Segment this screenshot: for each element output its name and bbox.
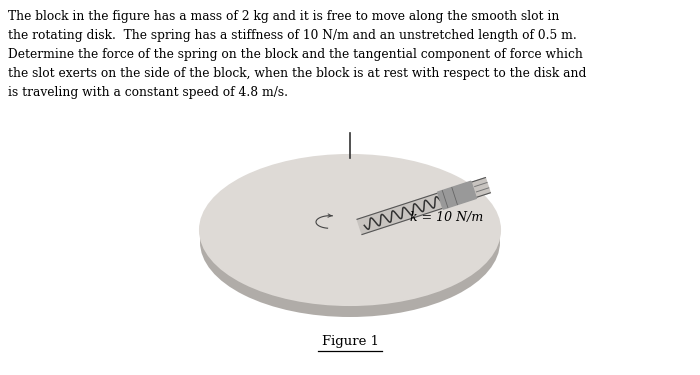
Polygon shape	[438, 181, 477, 209]
Text: Determine the force of the spring on the block and the tangential component of f: Determine the force of the spring on the…	[8, 48, 583, 61]
Polygon shape	[357, 178, 491, 234]
Text: the slot exerts on the side of the block, when the block is at rest with respect: the slot exerts on the side of the block…	[8, 67, 587, 80]
Text: is traveling with a constant speed of 4.8 m/s.: is traveling with a constant speed of 4.…	[8, 86, 288, 99]
Polygon shape	[200, 155, 500, 242]
Text: the rotating disk.  The spring has a stiffness of 10 N/m and an unstretched leng: the rotating disk. The spring has a stif…	[8, 29, 577, 42]
Text: The block in the figure has a mass of 2 kg and it is free to move along the smoo: The block in the figure has a mass of 2 …	[8, 10, 559, 23]
Ellipse shape	[200, 167, 500, 317]
Ellipse shape	[200, 155, 500, 305]
Text: k = 10 N/m: k = 10 N/m	[410, 211, 483, 225]
Text: Figure 1: Figure 1	[321, 335, 379, 348]
